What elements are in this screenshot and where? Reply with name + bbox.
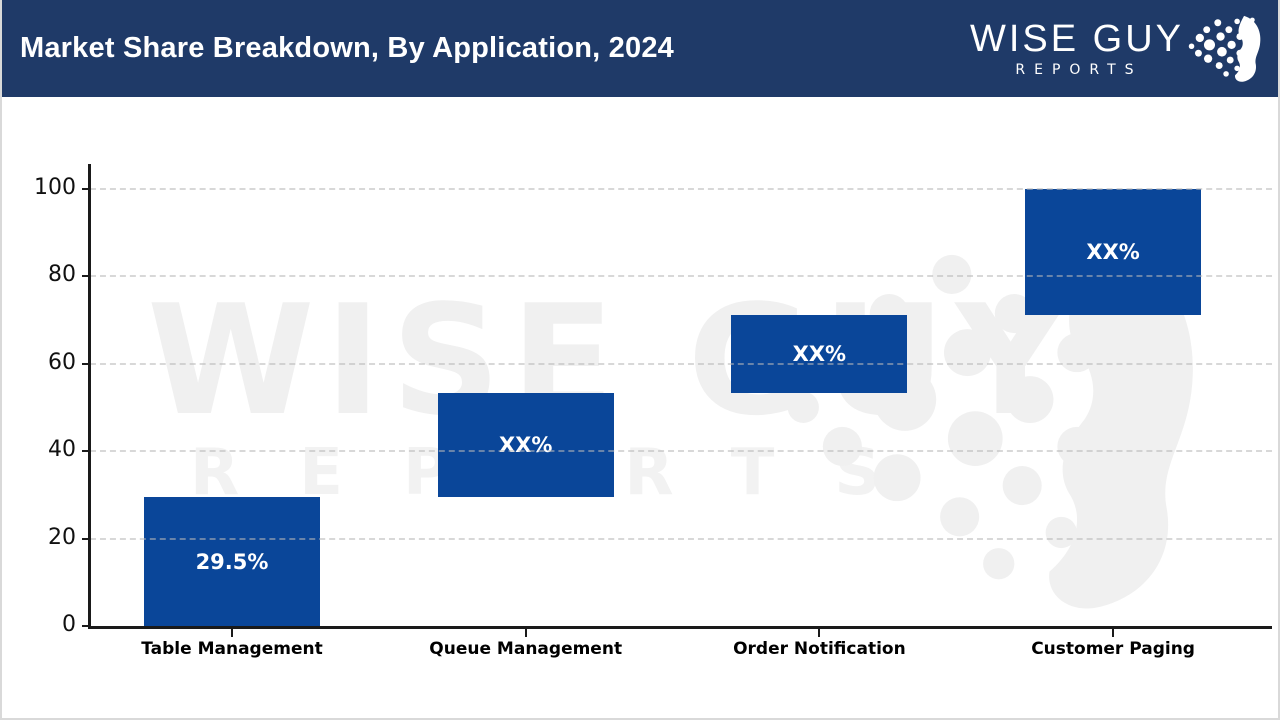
y-tick-label: 40 bbox=[48, 437, 76, 463]
gridline-40 bbox=[90, 450, 1272, 453]
y-tick-mark bbox=[82, 625, 89, 627]
wiseguy-logo: WISE GUY REPORTS bbox=[970, 9, 1262, 89]
x-category-label: Order Notification bbox=[733, 639, 906, 659]
x-tick-mark bbox=[524, 628, 527, 637]
bar-customer-paging: XX% bbox=[1025, 189, 1202, 315]
y-tick-mark bbox=[82, 537, 89, 540]
logo-subtext: REPORTS bbox=[1015, 62, 1143, 78]
logo-wordmark: WISE GUY bbox=[969, 18, 1184, 60]
y-tick-label: 0 bbox=[62, 612, 76, 637]
gridline-60 bbox=[90, 362, 1272, 365]
face-profile-dots-icon bbox=[1188, 15, 1261, 82]
x-tick-mark bbox=[231, 628, 233, 637]
bar-value-label: XX% bbox=[498, 433, 553, 458]
bar-value-label: XX% bbox=[792, 341, 847, 366]
report-header: Market Share Breakdown, By Application, … bbox=[2, 0, 1278, 97]
y-tick-label: 80 bbox=[48, 262, 76, 288]
bar-order-notification: XX% bbox=[731, 314, 908, 394]
y-tick-mark bbox=[82, 362, 89, 365]
x-category-label: Queue Management bbox=[429, 639, 623, 659]
bar-value-label: XX% bbox=[1086, 239, 1140, 264]
y-tick-label: 60 bbox=[48, 349, 76, 375]
y-tick-mark bbox=[82, 450, 89, 453]
y-tick-mark bbox=[82, 275, 89, 278]
x-category-label: Customer Paging bbox=[1031, 639, 1195, 659]
chart-title: Market Share Breakdown, By Application, … bbox=[20, 32, 674, 64]
gridline-20 bbox=[90, 537, 1272, 540]
gridline-80 bbox=[90, 275, 1272, 278]
bar-value-label: 29.5% bbox=[195, 549, 269, 574]
gridline-100 bbox=[90, 188, 1272, 190]
y-axis-line bbox=[88, 164, 91, 628]
x-axis-line bbox=[88, 626, 1272, 629]
x-tick-mark bbox=[1112, 628, 1115, 637]
y-tick-label: 100 bbox=[34, 175, 76, 200]
y-tick-mark bbox=[82, 188, 89, 190]
y-tick-label: 20 bbox=[48, 524, 76, 550]
bar-queue-management: XX% bbox=[437, 393, 614, 498]
x-category-label: Table Management bbox=[141, 639, 323, 659]
x-tick-mark bbox=[818, 628, 821, 637]
bar-table-management: 29.5% bbox=[144, 497, 320, 626]
